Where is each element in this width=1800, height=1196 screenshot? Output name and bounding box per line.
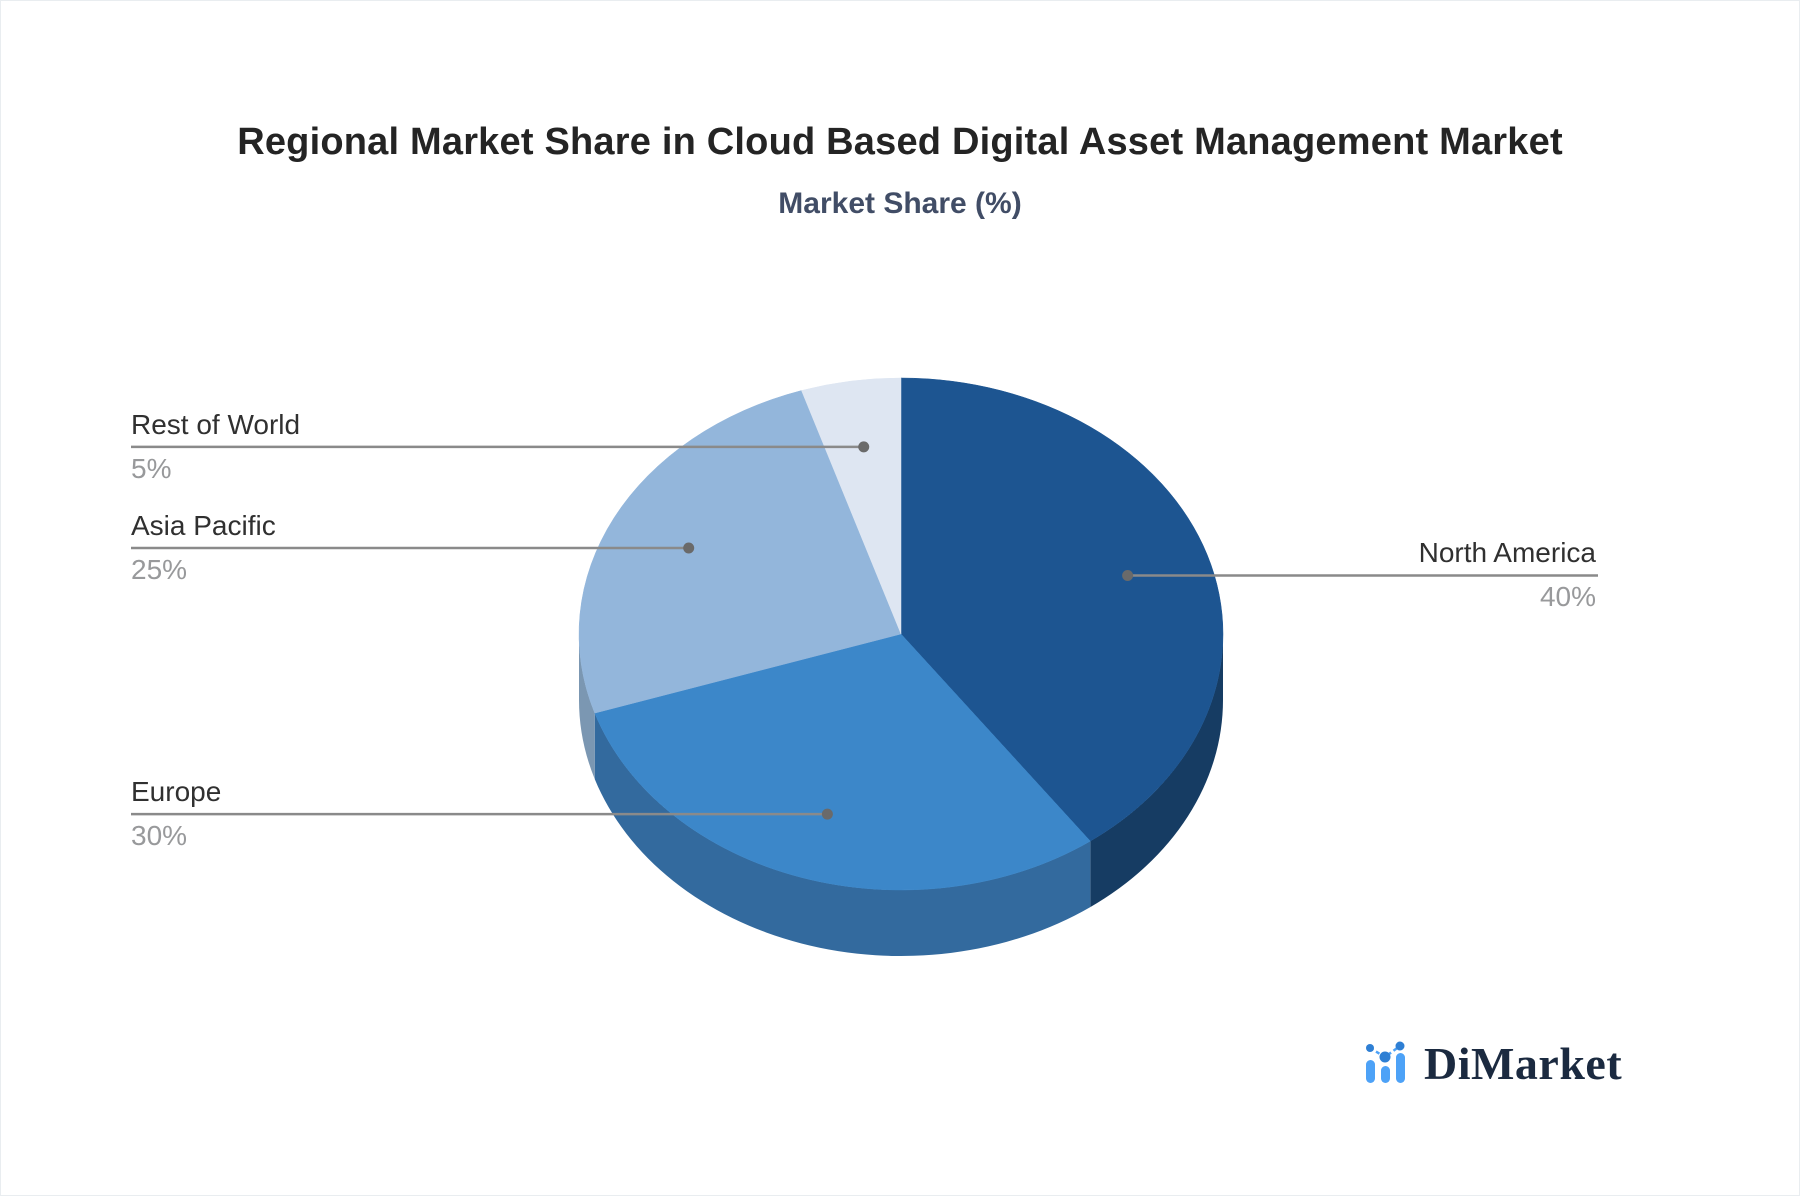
pie-slice-rest-of-world[interactable] — [801, 377, 902, 635]
dimarket-logo-text: DiMarket — [1424, 1038, 1623, 1089]
chart-subtitle: Market Share (%) — [778, 187, 1022, 220]
slice-percent: 5% — [131, 452, 172, 484]
pie-slice-side-europe — [594, 713, 1091, 956]
slice-percent: 25% — [131, 553, 188, 585]
slice-label: Rest of World — [131, 408, 301, 440]
slice-label: Europe — [131, 776, 222, 808]
callout-north-america: North America 40% — [1419, 538, 1596, 612]
chart-title: Regional Market Share in Cloud Based Dig… — [237, 121, 1563, 163]
callout-dot — [821, 808, 833, 820]
callout-dot — [1122, 569, 1134, 581]
slice-label: North America — [1418, 537, 1596, 569]
pie-slice-north-america[interactable] — [900, 377, 1224, 842]
pie-slice-asia-pacific[interactable] — [578, 390, 902, 714]
pie-slice-side-north-america — [1090, 634, 1223, 908]
pie-slice-side-asia-pacific — [579, 634, 595, 780]
callout-dot — [683, 542, 695, 554]
callout-dot — [858, 441, 870, 453]
slice-label: Asia Pacific — [131, 509, 276, 541]
callout-asia-pacific: Asia Pacific 25% — [131, 509, 276, 585]
pie-slice-europe[interactable] — [594, 633, 1091, 891]
callout-europe: Europe 30% — [131, 777, 221, 851]
dimarket-logo-icon — [1366, 1041, 1405, 1083]
slice-percent: 40% — [1539, 581, 1596, 613]
slice-percent: 30% — [131, 820, 188, 852]
callout-rest-of-world: Rest of World 5% — [131, 408, 301, 484]
dimarket-logo: DiMarket — [1364, 1037, 1622, 1089]
